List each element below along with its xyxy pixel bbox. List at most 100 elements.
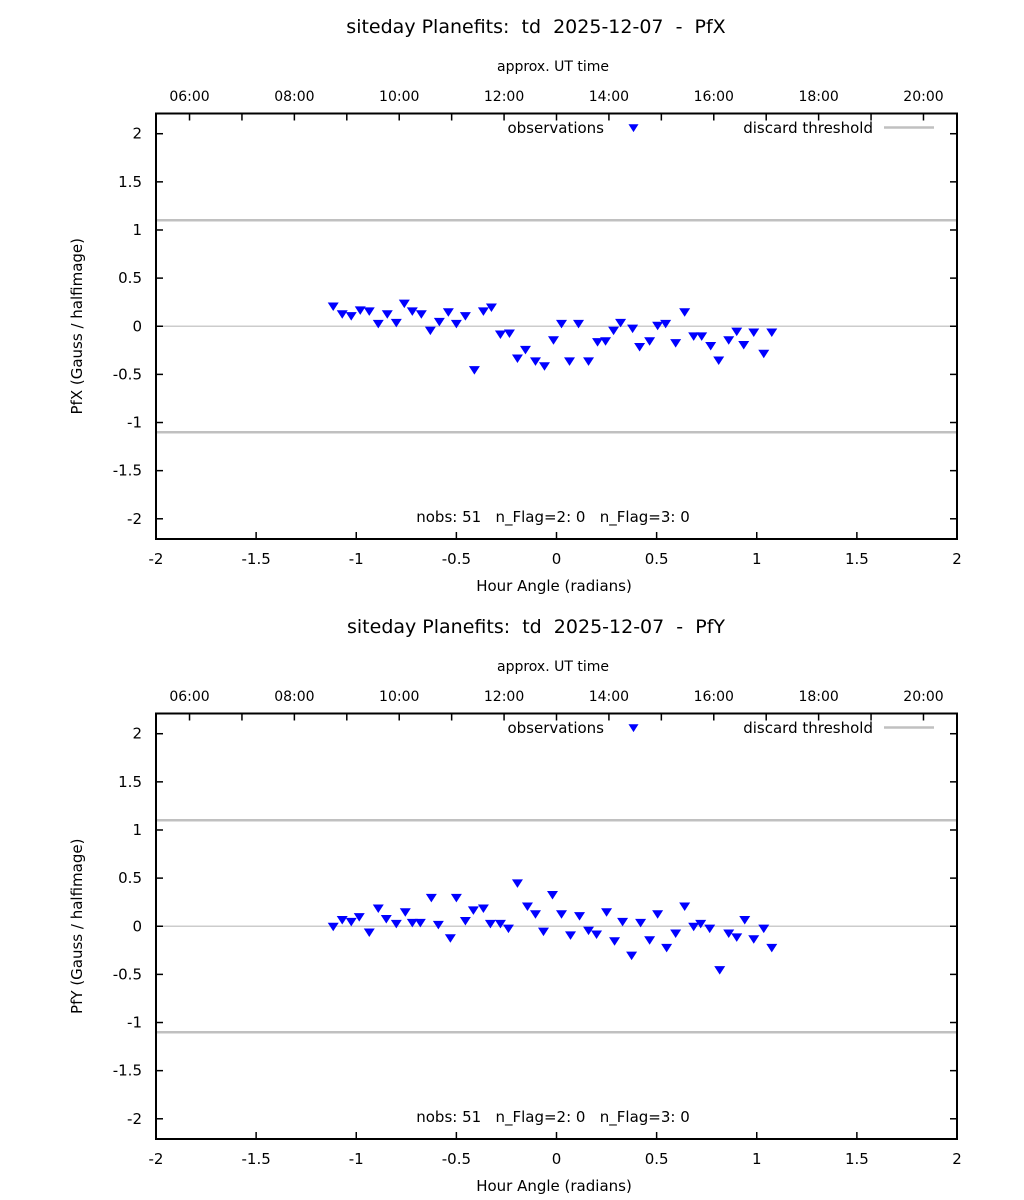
x2-tick-label: 18:00 bbox=[798, 89, 838, 105]
legend-observations-marker-icon bbox=[628, 724, 639, 733]
observation-point bbox=[608, 326, 620, 336]
observation-point bbox=[414, 918, 426, 928]
observation-point bbox=[565, 931, 577, 940]
observation-point bbox=[477, 307, 489, 316]
observation-point bbox=[731, 933, 743, 942]
observation-point bbox=[547, 336, 559, 345]
plot-svg-pfy: 2 1.5 1 0.5 0 -0.5 -1 -1.5 -2 -2 -1.5 -1 -0.5 0 0.5 1 1.… bbox=[68, 616, 962, 1195]
legend-threshold-label: discard threshold bbox=[743, 119, 873, 137]
observation-point bbox=[583, 926, 595, 936]
observation-point bbox=[688, 922, 700, 932]
observation-point bbox=[634, 342, 646, 352]
observation-point bbox=[679, 902, 691, 912]
observation-point bbox=[399, 908, 411, 917]
observation-point bbox=[609, 937, 621, 946]
observation-point bbox=[661, 943, 673, 953]
observation-point bbox=[380, 915, 392, 924]
observation-point bbox=[354, 306, 366, 315]
legend-observations-label: observations bbox=[507, 719, 604, 737]
legend-threshold-label: discard threshold bbox=[743, 719, 873, 737]
y-tick-label: -1.5 bbox=[113, 1062, 142, 1080]
legend-observations-label: observations bbox=[507, 119, 604, 137]
observation-point bbox=[459, 916, 471, 926]
y-tick-label: 2 bbox=[132, 725, 142, 743]
observation-point bbox=[444, 934, 456, 943]
observation-point bbox=[477, 904, 489, 913]
x2-tick-label: 08:00 bbox=[274, 89, 314, 105]
stats-text: nobs: 51 n_Flag=2: 0 n_Flag=3: 0 bbox=[416, 1108, 690, 1127]
observation-point bbox=[739, 916, 751, 925]
observation-point bbox=[345, 312, 357, 321]
x-axis-label: Hour Angle (radians) bbox=[476, 577, 632, 595]
y-tick-label: -2 bbox=[127, 510, 142, 528]
observation-point bbox=[748, 935, 760, 944]
observation-point bbox=[502, 924, 514, 934]
observation-point bbox=[537, 927, 549, 937]
observation-point bbox=[573, 319, 585, 329]
observation-point bbox=[695, 919, 707, 929]
observation-point bbox=[519, 345, 531, 355]
observation-point bbox=[670, 929, 682, 938]
observation-point bbox=[433, 317, 445, 327]
chart-title: siteday Planefits: td 2025-12-07 - PfY bbox=[347, 616, 725, 638]
observation-point bbox=[511, 354, 523, 364]
observation-point bbox=[442, 308, 454, 317]
plot-svg-pfx: 2 1.5 1 0.5 0 -0.5 -1 -1.5 -2 -2 -1.5 -1 -0.5 0 0.5 1 1.… bbox=[68, 16, 962, 595]
observation-point bbox=[503, 329, 515, 338]
x-tick-label: -0.5 bbox=[442, 1150, 471, 1168]
y-tick-label: 2 bbox=[132, 125, 142, 143]
x2-tick-label: 14:00 bbox=[589, 89, 629, 105]
observation-point bbox=[353, 913, 365, 922]
observation-point bbox=[459, 312, 471, 321]
y-tick-label: 0.5 bbox=[118, 869, 142, 887]
x2-tick-label: 20:00 bbox=[903, 89, 943, 105]
chart-pfx: 2 1.5 1 0.5 0 -0.5 -1 -1.5 -2 -2 -1.5 -1 -0.5 0 0.5 1 1.… bbox=[68, 16, 962, 595]
y-tick-label: -1.5 bbox=[113, 462, 142, 480]
x-tick-label: 0.5 bbox=[645, 550, 669, 568]
observation-point bbox=[336, 916, 348, 925]
x2-tick-label: 12:00 bbox=[484, 689, 524, 705]
observation-point bbox=[363, 307, 375, 316]
x2-tick-label: 06:00 bbox=[169, 689, 209, 705]
observation-point bbox=[723, 929, 735, 938]
x2-tick-label: 08:00 bbox=[274, 689, 314, 705]
x-tick-label: -2 bbox=[149, 550, 164, 568]
x2-tick-label: 10:00 bbox=[379, 89, 419, 105]
observation-point bbox=[381, 310, 393, 319]
x-tick-label: -1 bbox=[349, 550, 364, 568]
x-tick-label: -0.5 bbox=[442, 550, 471, 568]
observation-point bbox=[679, 308, 691, 317]
observation-point bbox=[336, 310, 348, 319]
observation-point bbox=[511, 879, 523, 888]
observation-point bbox=[704, 924, 716, 934]
y-axis-label: PfX (Gauss / halfimage) bbox=[68, 238, 86, 414]
observation-point bbox=[696, 332, 708, 341]
observation-point bbox=[583, 357, 595, 366]
observation-point bbox=[450, 893, 462, 903]
observation-point bbox=[713, 356, 725, 365]
stats-text: nobs: 51 n_Flag=2: 0 n_Flag=3: 0 bbox=[416, 508, 690, 527]
y-tick-label: 1 bbox=[132, 221, 142, 239]
x2-axis-label: approx. UT time bbox=[497, 659, 609, 675]
observation-point bbox=[731, 327, 743, 337]
observation-point bbox=[485, 303, 497, 312]
x2-axis-label: approx. UT time bbox=[497, 59, 609, 75]
observation-point bbox=[600, 337, 612, 346]
x-tick-label: 0.5 bbox=[645, 1150, 669, 1168]
x-tick-label: -2 bbox=[149, 1150, 164, 1168]
x-tick-label: 1 bbox=[752, 1150, 762, 1168]
observation-point bbox=[468, 366, 480, 375]
x-tick-label: -1 bbox=[349, 1150, 364, 1168]
observation-point bbox=[494, 330, 506, 339]
observation-point bbox=[494, 919, 506, 929]
y-tick-label: 1.5 bbox=[118, 773, 142, 791]
observation-point bbox=[615, 318, 627, 328]
x-tick-label: -1.5 bbox=[241, 550, 270, 568]
x2-tick-label: 18:00 bbox=[798, 689, 838, 705]
x2-tick-label: 20:00 bbox=[903, 689, 943, 705]
chart-pfy: 2 1.5 1 0.5 0 -0.5 -1 -1.5 -2 -2 -1.5 -1 -0.5 0 0.5 1 1.… bbox=[0, 600, 1024, 1200]
observation-point bbox=[390, 919, 402, 929]
observation-point bbox=[635, 918, 647, 928]
x-tick-label: 1 bbox=[752, 550, 762, 568]
